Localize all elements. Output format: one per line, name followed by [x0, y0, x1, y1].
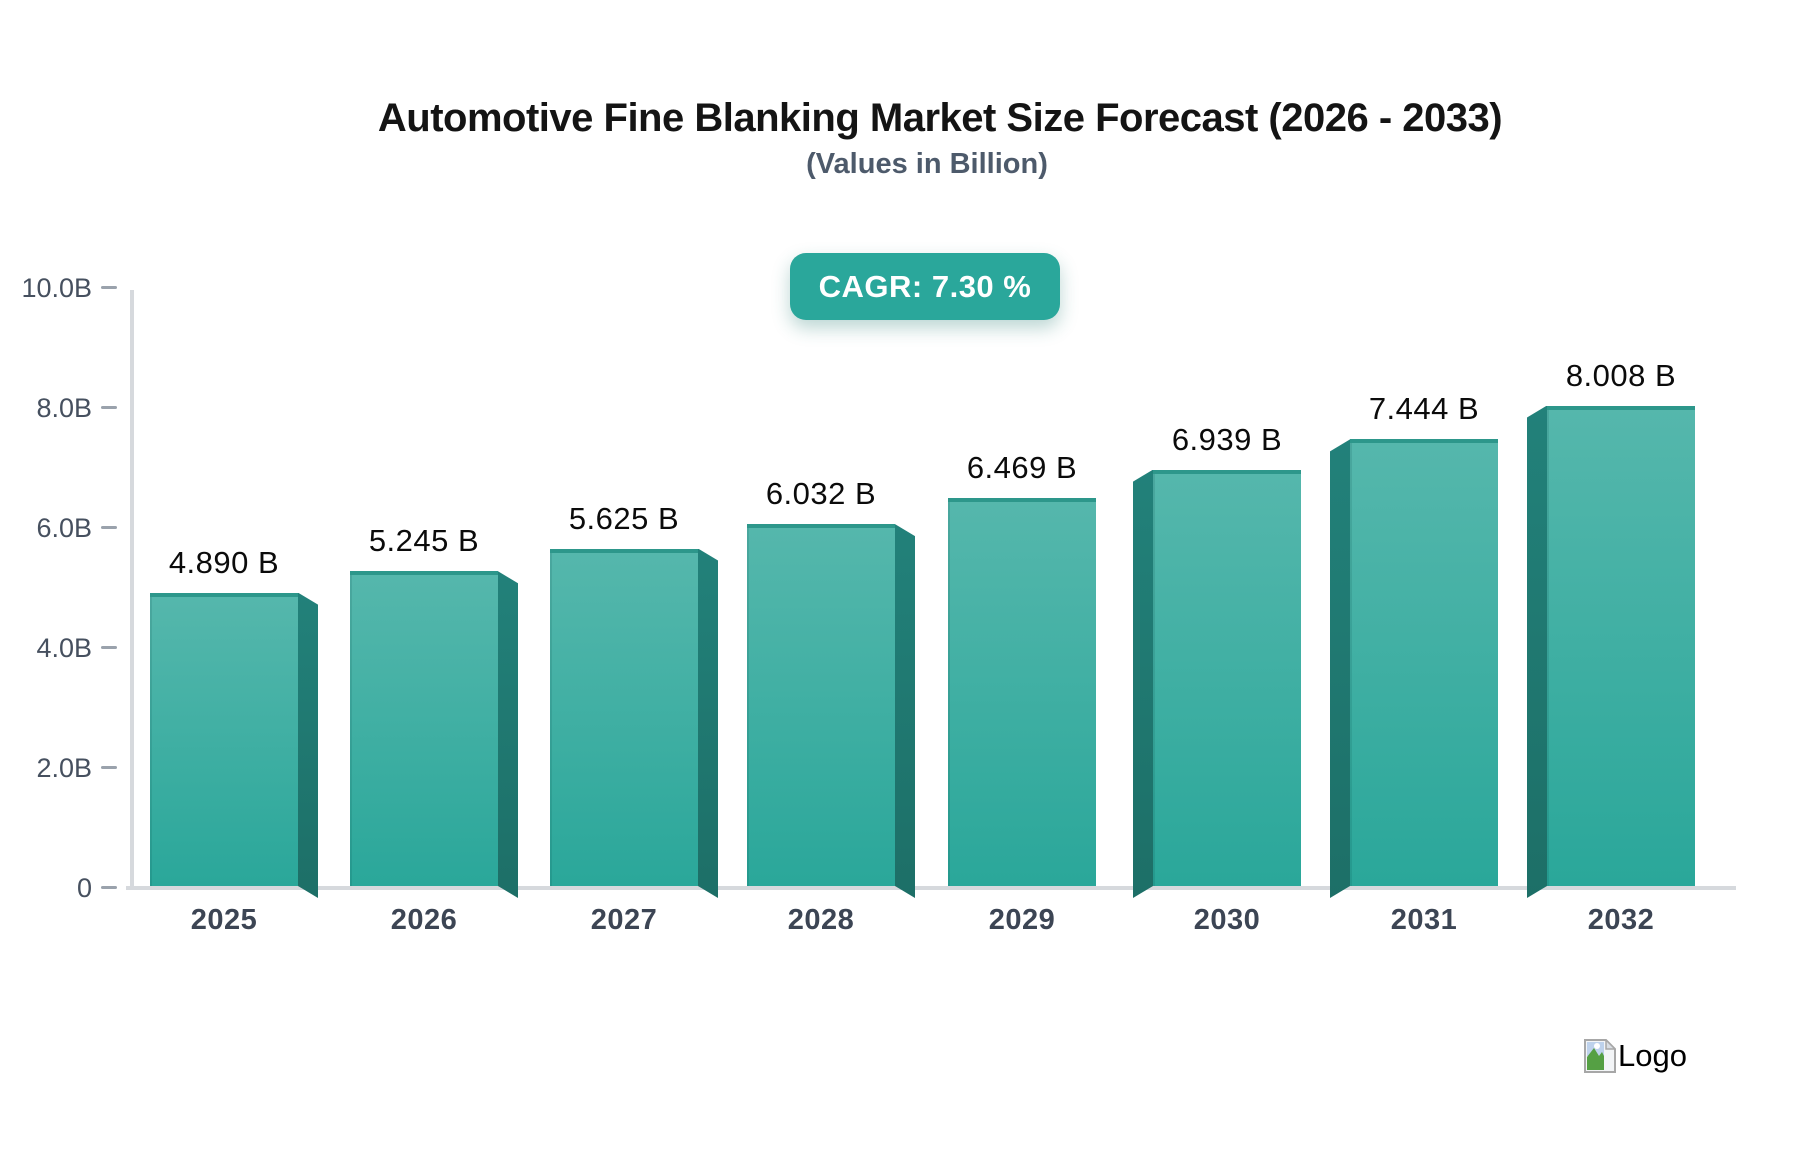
y-tick-label: 6.0B [36, 513, 92, 543]
bar-side-face [698, 549, 718, 899]
y-tick-dash [101, 766, 117, 769]
y-tick-label: 8.0B [36, 393, 92, 423]
x-tick-label: 2027 [590, 904, 658, 936]
bar [1350, 439, 1498, 886]
bar [747, 524, 895, 886]
y-axis-line [130, 290, 134, 890]
x-tick-label: 2029 [988, 904, 1056, 936]
bar-value-label: 6.939 B [1171, 421, 1283, 457]
y-tick-label: 0 [76, 873, 92, 903]
bar [550, 548, 698, 886]
y-tick-dash [101, 286, 117, 289]
x-tick-label: 2032 [1587, 904, 1655, 936]
x-tick-label: 2028 [787, 904, 855, 936]
x-tick-label: 2025 [190, 904, 258, 936]
x-tick-label: 2026 [390, 904, 458, 936]
bar-value-label: 4.890 B [168, 544, 280, 580]
y-tick-label: 10.0B [21, 273, 92, 303]
y-tick-label: 4.0B [36, 633, 92, 663]
bar-side-face [1527, 406, 1547, 898]
bar-side-face [498, 571, 518, 898]
bar-side-face [1133, 470, 1153, 898]
bar-value-label: 7.444 B [1368, 391, 1480, 427]
bar [350, 571, 498, 886]
logo: Logo [1584, 1038, 1687, 1074]
chart-title: Automotive Fine Blanking Market Size For… [377, 96, 1503, 140]
y-tick-label: 2.0B [36, 753, 92, 783]
bar-value-label: 6.032 B [765, 476, 877, 512]
bar [150, 592, 298, 886]
bar [1547, 405, 1695, 886]
y-tick-dash [101, 886, 117, 889]
y-tick-dash [101, 526, 117, 529]
bar [1153, 469, 1301, 886]
x-tick-label: 2030 [1193, 904, 1261, 936]
y-tick-dash [101, 406, 117, 409]
bar-value-label: 5.245 B [368, 523, 480, 559]
bar-side-face [1330, 439, 1350, 898]
chart-subtitle: (Values in Billion) [806, 148, 1048, 180]
bar-value-label: 6.469 B [966, 449, 1078, 485]
bar-value-label: 8.008 B [1565, 357, 1677, 393]
cagr-badge: CAGR: 7.30 % [790, 253, 1060, 320]
x-axis-baseline [126, 886, 1736, 890]
logo-alt-text: Logo [1618, 1038, 1687, 1073]
bar [948, 497, 1096, 886]
bar-side-face [298, 593, 318, 898]
broken-image-icon [1584, 1039, 1616, 1073]
y-tick-dash [101, 646, 117, 649]
x-tick-label: 2031 [1390, 904, 1458, 936]
bar-value-label: 5.625 B [568, 500, 680, 536]
bar-side-face [895, 524, 915, 898]
